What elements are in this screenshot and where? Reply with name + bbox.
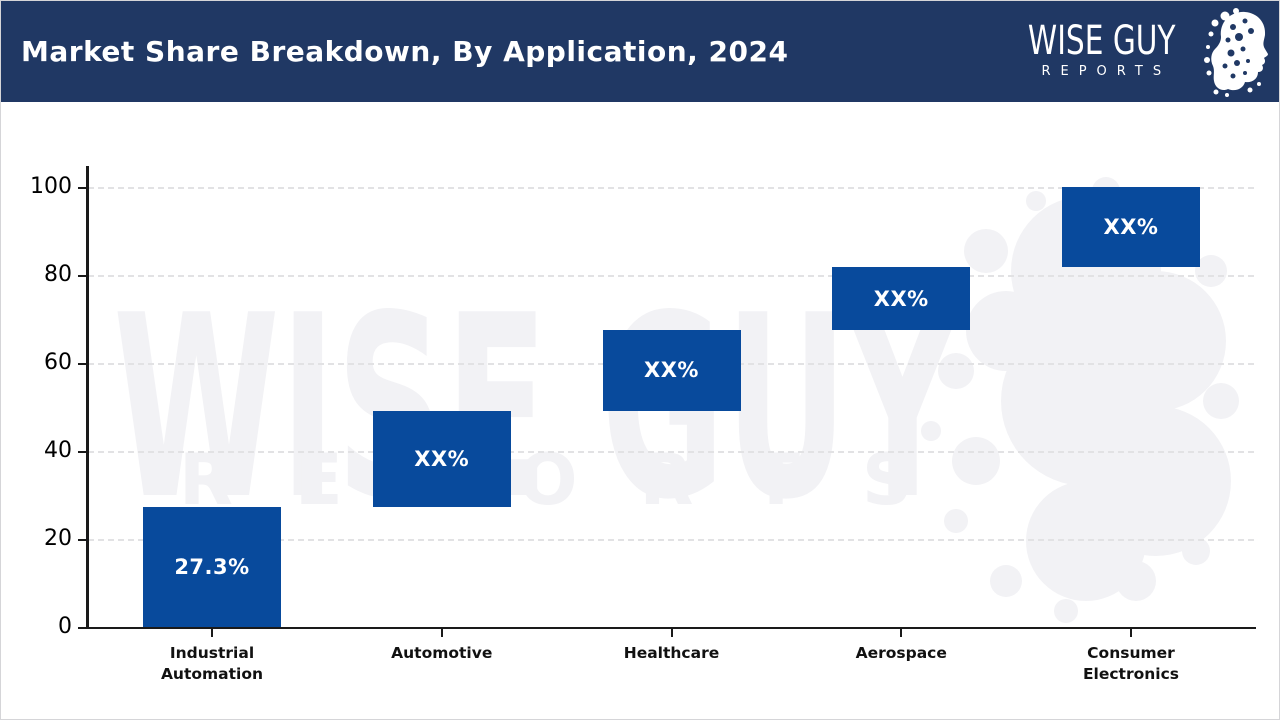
logo-subtext: REPORTS	[1041, 64, 1172, 79]
bar-value-label: XX%	[644, 358, 699, 383]
y-tick-20	[78, 539, 86, 541]
x-axis-spine	[86, 626, 1256, 629]
y-axis-spine	[86, 166, 89, 629]
x-tick-label-healthcare: Healthcare	[623, 644, 720, 662]
x-tick-aerospace	[900, 629, 903, 637]
y-tick-label-80: 80	[44, 262, 72, 287]
x-tick-label-industrial-automation: Industrial Automation	[160, 644, 264, 683]
bar-aerospace: XX%	[832, 267, 971, 330]
brand-logo: WISE GUY REPORTS	[1023, 5, 1273, 98]
bar-healthcare: XX%	[602, 330, 741, 411]
header-bar: Market Share Breakdown, By Application, …	[1, 1, 1279, 102]
y-tick-label-60: 60	[44, 350, 72, 375]
y-tick-label-40: 40	[44, 438, 72, 463]
logo-face-icon	[1204, 8, 1268, 97]
x-tick-industrial-automation	[211, 629, 213, 637]
x-tick-label-automotive: Automotive	[391, 644, 493, 662]
plot-area: 0 20 40 60 80 100 27.3% Industrial Automation XX…	[30, 166, 1256, 683]
y-tick-100	[78, 187, 86, 189]
y-tick-label-0: 0	[58, 614, 72, 639]
x-tick-label-consumer-electronics: Consumer Electronics	[1082, 644, 1180, 683]
x-tick-automotive	[440, 629, 443, 637]
y-tick-0	[78, 627, 86, 629]
x-tick-healthcare	[670, 629, 673, 637]
bar-value-label: 27.3%	[174, 554, 250, 579]
y-tick-60	[78, 363, 86, 365]
gridline-80	[88, 275, 1254, 277]
bar-value-label: XX%	[1103, 215, 1159, 240]
gridline-100	[88, 187, 1254, 189]
chart-title: Market Share Breakdown, By Application, …	[21, 35, 789, 68]
y-tick-80	[78, 275, 86, 277]
logo-wordmark: WISE GUY	[1027, 18, 1176, 64]
bar-consumer-electronics: XX%	[1062, 187, 1200, 268]
y-tick-40	[78, 451, 86, 453]
x-tick-label-aerospace: Aerospace	[855, 644, 947, 662]
bar-value-label: XX%	[414, 446, 470, 471]
gridline-40	[88, 451, 1254, 453]
bar-automotive: XX%	[372, 410, 511, 507]
y-tick-label-20: 20	[44, 526, 72, 551]
bar-value-label: XX%	[873, 286, 929, 311]
y-tick-label-100: 100	[30, 174, 72, 199]
bar-industrial-automation: 27.3%	[143, 506, 281, 627]
gridline-20	[88, 539, 1254, 541]
logo-wordmark-block: WISE GUY REPORTS	[1002, 21, 1201, 79]
x-tick-consumer-electronics	[1130, 629, 1132, 637]
